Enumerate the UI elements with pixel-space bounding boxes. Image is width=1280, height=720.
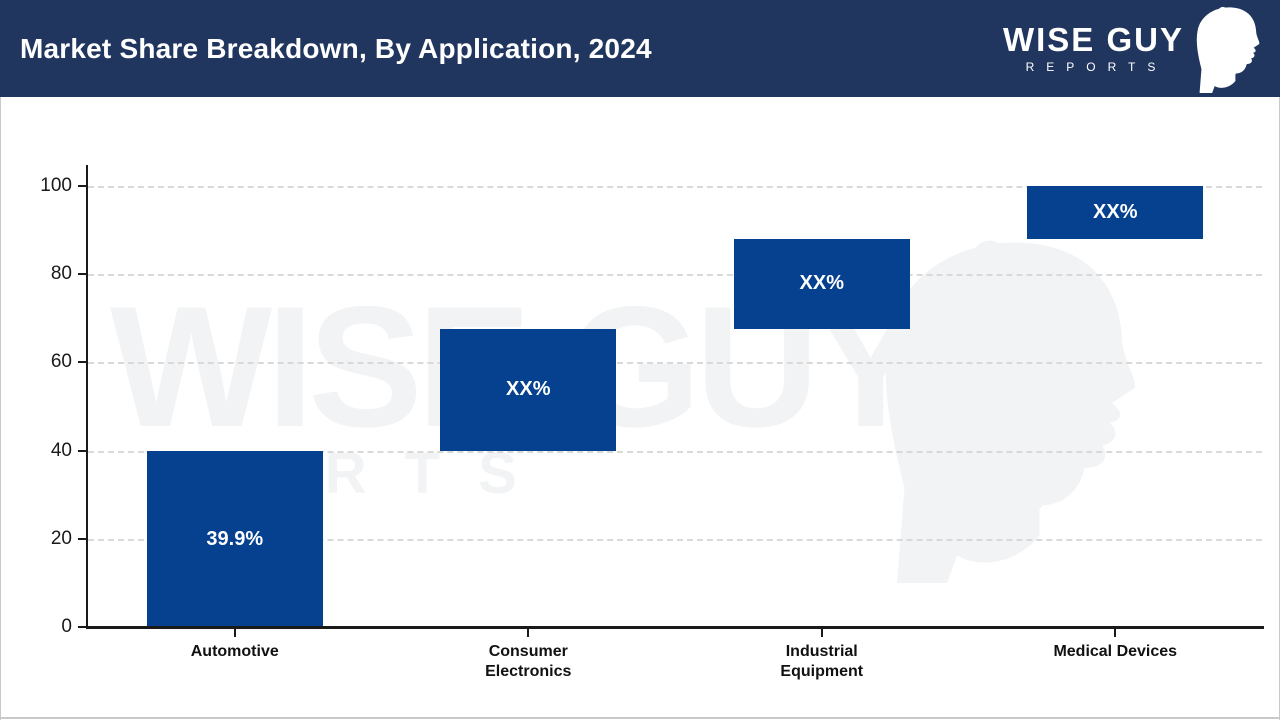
y-axis-tick-20	[78, 537, 86, 540]
gridline-y-60	[88, 362, 1262, 365]
x-axis-label-automotive: Automotive	[190, 643, 279, 660]
bar-automotive: 39.9%	[146, 451, 323, 627]
bar-consumer-electronics: XX%	[440, 328, 617, 452]
y-axis-label-100: 100	[40, 175, 72, 196]
wiseguy-logo: WISE GUY REPORTS	[1003, 0, 1280, 97]
wiseguy-logo-text: WISE GUY REPORTS	[1003, 23, 1184, 74]
x-axis-label-industrial-equipment: Industrial Equipment	[780, 643, 864, 680]
y-axis-tick-100	[78, 185, 86, 187]
logo-wordmark: WISE GUY	[1002, 21, 1184, 59]
y-axis-label-40: 40	[50, 439, 72, 461]
canvas-border-left	[0, 97, 1, 720]
x-axis-tick-2	[820, 629, 823, 637]
header-bar: Market Share Breakdown, By Application, …	[0, 0, 1280, 97]
y-axis-label-80: 80	[50, 263, 72, 285]
gridline-y-20	[88, 538, 1262, 541]
page-title: Market Share Breakdown, By Application, …	[20, 32, 652, 64]
plot-area: 39.9% XX% XX% XX%	[88, 186, 1262, 627]
x-axis-label-medical-devices: Medical Devices	[1053, 643, 1178, 660]
gridline-y-40	[88, 450, 1262, 453]
y-axis-label-60: 60	[50, 351, 72, 373]
y-axis-label-0: 0	[61, 616, 72, 637]
y-axis-tick-60	[78, 361, 86, 364]
x-axis-label-consumer-electronics: Consumer Electronics	[485, 643, 572, 680]
bar-value-label: XX%	[1093, 200, 1138, 223]
y-axis-tick-80	[78, 273, 86, 276]
x-axis-line	[86, 626, 1264, 629]
wiseguy-head-icon	[1196, 6, 1260, 93]
bar-value-label: XX%	[799, 272, 844, 295]
bar-medical-devices: XX%	[1027, 186, 1204, 239]
y-axis-label-20: 20	[50, 527, 72, 549]
bar-value-label: 39.9%	[206, 527, 264, 550]
x-axis-tick-0	[233, 629, 236, 637]
y-axis-line	[86, 165, 88, 629]
bar-value-label: XX%	[506, 378, 551, 401]
logo-subtitle: REPORTS	[1025, 59, 1168, 74]
canvas-border-bottom	[0, 717, 1280, 719]
bar-industrial-equipment: XX%	[733, 238, 910, 329]
gridline-y-80	[88, 274, 1262, 277]
x-axis-tick-1	[527, 629, 530, 637]
y-axis-tick-0	[78, 626, 86, 628]
y-axis-tick-40	[78, 449, 86, 452]
x-axis-tick-3	[1114, 629, 1117, 637]
gridline-y-100	[88, 186, 1262, 188]
